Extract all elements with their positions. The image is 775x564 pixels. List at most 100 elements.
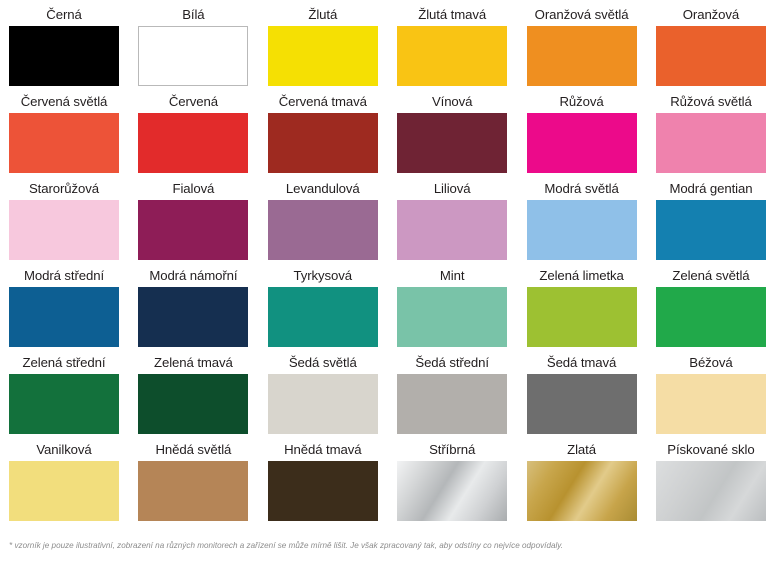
swatch-label: Šedá tmavá: [546, 355, 617, 370]
swatch-cell[interactable]: Hnědá tmavá: [267, 439, 378, 526]
swatch-label: Starorůžová: [28, 181, 99, 196]
color-chip[interactable]: [267, 26, 378, 86]
swatch-label: Béžová: [689, 355, 733, 370]
swatch-cell[interactable]: Šedá tmavá: [526, 352, 637, 439]
color-chip[interactable]: [138, 26, 249, 86]
color-chip[interactable]: [397, 26, 508, 86]
swatch-cell[interactable]: Zelená světlá: [655, 265, 766, 352]
swatch-label: Modrá světlá: [544, 181, 619, 196]
swatch-label: Pískované sklo: [667, 442, 755, 457]
swatch-cell[interactable]: Tyrkysová: [267, 265, 378, 352]
swatch-cell[interactable]: Fialová: [138, 178, 249, 265]
color-chip[interactable]: [9, 200, 119, 260]
color-chip[interactable]: [526, 287, 637, 347]
color-chip[interactable]: [655, 113, 766, 173]
swatch-label: Zelená limetka: [539, 268, 624, 283]
swatch-grid: Černá Bílá Žlutá Žlutá tmavá Oranžová světlá…: [9, 4, 766, 526]
color-chip[interactable]: [9, 461, 119, 521]
swatch-cell[interactable]: Modrá námořní: [138, 265, 249, 352]
swatch-cell[interactable]: Mint: [397, 265, 508, 352]
color-chip[interactable]: [138, 113, 249, 173]
color-chip[interactable]: [397, 287, 508, 347]
color-chip[interactable]: [138, 200, 249, 260]
color-chip[interactable]: [397, 200, 508, 260]
swatch-cell[interactable]: Liliová: [397, 178, 508, 265]
swatch-label: Hnědá světlá: [155, 442, 232, 457]
color-chip[interactable]: [138, 287, 249, 347]
color-chip[interactable]: [397, 374, 508, 434]
color-chip[interactable]: [397, 461, 508, 521]
color-chip[interactable]: [138, 374, 249, 434]
swatch-cell[interactable]: Žlutá: [267, 4, 378, 91]
swatch-label: Žlutá tmavá: [418, 7, 487, 22]
swatch-cell[interactable]: Zelená tmavá: [138, 352, 249, 439]
color-chip[interactable]: [267, 287, 378, 347]
swatch-label: Žlutá: [308, 7, 338, 22]
swatch-label: Růžová: [559, 94, 604, 109]
color-chip[interactable]: [397, 113, 508, 173]
swatch-label: Bílá: [182, 7, 205, 22]
color-chip[interactable]: [655, 374, 766, 434]
color-chip[interactable]: [526, 200, 637, 260]
swatch-label: Zelená světlá: [672, 268, 750, 283]
swatch-label: Stříbrná: [429, 442, 476, 457]
swatch-cell[interactable]: Modrá střední: [9, 265, 119, 352]
swatch-cell[interactable]: Stříbrná: [397, 439, 508, 526]
swatch-cell[interactable]: Růžová světlá: [655, 91, 766, 178]
swatch-label: Červená tmavá: [278, 94, 367, 109]
swatch-label: Oranžová: [682, 7, 740, 22]
color-chip[interactable]: [526, 26, 637, 86]
swatch-cell[interactable]: Zelená střední: [9, 352, 119, 439]
color-chip[interactable]: [267, 374, 378, 434]
color-chip[interactable]: [655, 26, 766, 86]
swatch-cell[interactable]: Pískované sklo: [655, 439, 766, 526]
swatch-cell[interactable]: Vínová: [397, 91, 508, 178]
color-chip[interactable]: [655, 200, 766, 260]
swatch-cell[interactable]: Béžová: [655, 352, 766, 439]
color-chip[interactable]: [267, 461, 378, 521]
color-chip[interactable]: [655, 287, 766, 347]
swatch-cell[interactable]: Žlutá tmavá: [397, 4, 508, 91]
swatch-cell[interactable]: Zelená limetka: [526, 265, 637, 352]
swatch-label: Mint: [439, 268, 465, 283]
swatch-label: Tyrkysová: [293, 268, 353, 283]
swatch-cell[interactable]: Oranžová světlá: [526, 4, 637, 91]
swatch-cell[interactable]: Starorůžová: [9, 178, 119, 265]
swatch-cell[interactable]: Růžová: [526, 91, 637, 178]
color-chip[interactable]: [267, 113, 378, 173]
color-chip[interactable]: [526, 113, 637, 173]
swatch-cell[interactable]: Vanilková: [9, 439, 119, 526]
swatch-label: Růžová světlá: [670, 94, 752, 109]
swatch-cell[interactable]: Zlatá: [526, 439, 637, 526]
color-chip[interactable]: [655, 461, 766, 521]
color-chip[interactable]: [267, 200, 378, 260]
swatch-label: Zelená střední: [22, 355, 106, 370]
swatch-cell[interactable]: Červená: [138, 91, 249, 178]
swatch-label: Zelená tmavá: [154, 355, 233, 370]
swatch-cell[interactable]: Oranžová: [655, 4, 766, 91]
color-chip[interactable]: [9, 26, 119, 86]
swatch-cell[interactable]: Bílá: [138, 4, 249, 91]
swatch-cell[interactable]: Černá: [9, 4, 119, 91]
swatch-label: Červená světlá: [20, 94, 108, 109]
swatch-cell[interactable]: Hnědá světlá: [138, 439, 249, 526]
swatch-label: Červená: [168, 94, 218, 109]
swatch-cell[interactable]: Modrá světlá: [526, 178, 637, 265]
swatch-label: Vanilková: [36, 442, 92, 457]
disclaimer-footnote: * vzorník je pouze ilustrativní, zobraze…: [9, 541, 564, 550]
swatch-label: Šedá světlá: [288, 355, 357, 370]
swatch-cell[interactable]: Levandulová: [267, 178, 378, 265]
swatch-cell[interactable]: Modrá gentian: [655, 178, 766, 265]
color-chip[interactable]: [9, 374, 119, 434]
swatch-label: Fialová: [172, 181, 215, 196]
color-chip[interactable]: [9, 287, 119, 347]
color-chip[interactable]: [9, 113, 119, 173]
color-chip[interactable]: [526, 374, 637, 434]
color-chip[interactable]: [526, 461, 637, 521]
swatch-cell[interactable]: Šedá střední: [397, 352, 508, 439]
swatch-cell[interactable]: Červená světlá: [9, 91, 119, 178]
swatch-cell[interactable]: Červená tmavá: [267, 91, 378, 178]
swatch-cell[interactable]: Šedá světlá: [267, 352, 378, 439]
color-chip[interactable]: [138, 461, 249, 521]
